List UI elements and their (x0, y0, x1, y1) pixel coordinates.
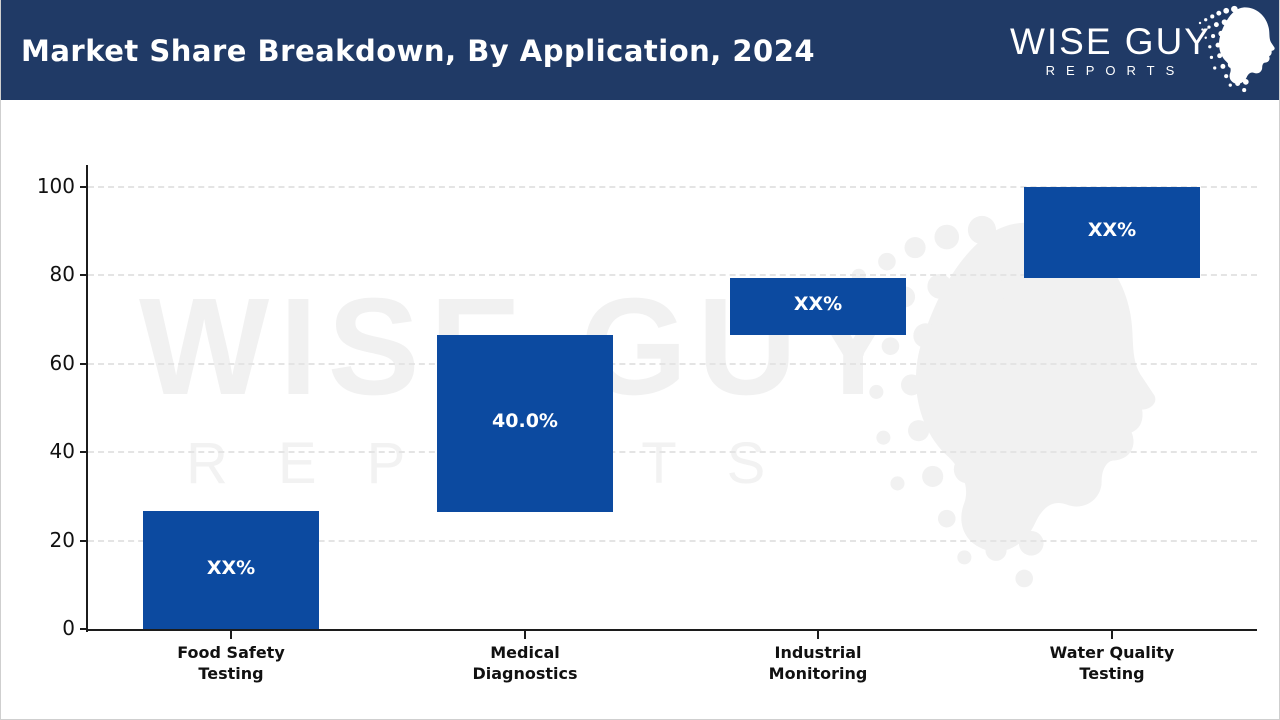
gridline (88, 186, 1257, 188)
x-category-label: Medical Diagnostics (415, 642, 635, 684)
y-tick-mark (80, 628, 88, 630)
logo-subtitle: REPORTS (1045, 63, 1186, 78)
gridline (88, 274, 1257, 277)
x-category-label-line: Testing (198, 664, 264, 683)
plot-area: 0 20 40 60 80 100 XX% Food Safety Testing 40.0% Me… (1, 100, 1279, 719)
y-tick-label: 60 (49, 350, 75, 375)
y-tick-mark (80, 362, 88, 365)
dotted-head-icon (1195, 5, 1277, 95)
wise-guy-reports-logo: WISE GUY REPORTS (1010, 4, 1277, 96)
x-tick-mark (524, 631, 526, 639)
y-tick-mark (80, 539, 88, 542)
x-tick-mark (817, 631, 819, 639)
x-category-label-line: Monitoring (768, 664, 868, 683)
bar (730, 278, 906, 335)
x-category-label: Industrial Monitoring (708, 642, 928, 684)
gridline (88, 362, 1257, 365)
y-tick-label: 40 (49, 439, 75, 464)
bar (437, 335, 613, 512)
x-category-label-line: Diagnostics (472, 664, 578, 683)
page-title: Market Share Breakdown, By Application, … (21, 34, 816, 68)
x-category-label-line: Medical (490, 643, 560, 662)
x-category-label-line: Testing (1079, 664, 1145, 683)
logo-wordmark-block: WISE GUY REPORTS (1010, 23, 1211, 77)
header-band: Market Share Breakdown, By Application, … (1, 0, 1279, 100)
bar-value-label: XX% (793, 293, 843, 315)
gridline (88, 451, 1257, 454)
y-tick-label: 100 (36, 174, 75, 198)
x-category-label-line: Industrial (774, 643, 862, 662)
bar (143, 511, 319, 629)
bar-value-label: XX% (206, 557, 256, 579)
y-tick-label: 0 (62, 616, 75, 640)
y-axis-line (86, 165, 88, 632)
x-tick-mark (1111, 631, 1113, 639)
y-tick-label: 20 (49, 527, 75, 552)
x-category-label: Water Quality Testing (1002, 642, 1222, 684)
y-tick-mark (80, 274, 88, 277)
y-tick-mark (80, 451, 88, 454)
y-tick-mark (80, 186, 88, 188)
logo-wordmark: WISE GUY (1009, 21, 1211, 62)
x-category-label-line: Food Safety (177, 643, 285, 662)
bar-value-label: 40.0% (492, 410, 558, 432)
bar (1024, 187, 1200, 278)
x-axis-line (86, 629, 1257, 631)
gridline (88, 539, 1257, 542)
y-tick-label: 80 (49, 262, 75, 287)
x-tick-mark (230, 631, 232, 639)
x-category-label-line: Water Quality (1049, 643, 1175, 662)
x-category-label: Food Safety Testing (121, 642, 341, 684)
bar-value-label: XX% (1087, 219, 1137, 241)
